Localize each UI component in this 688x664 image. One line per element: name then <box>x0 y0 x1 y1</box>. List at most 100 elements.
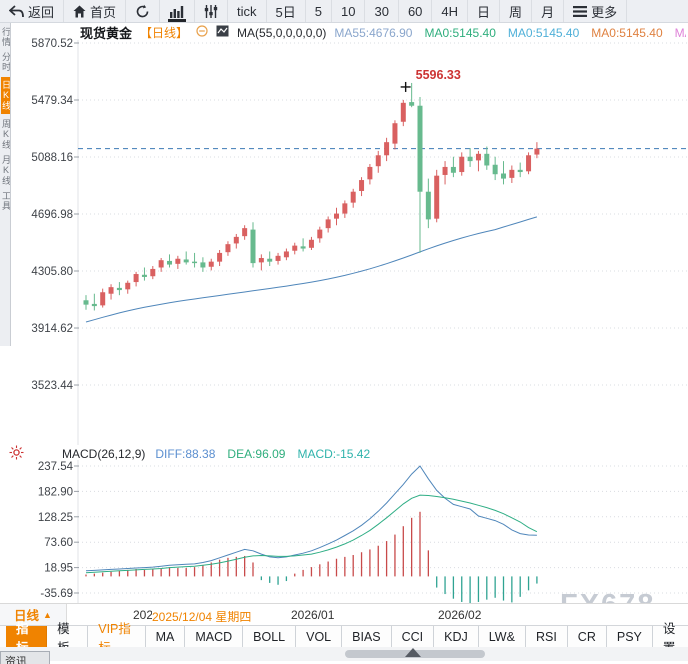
period-tag: 【日线】 <box>140 26 189 40</box>
candle <box>283 251 289 258</box>
tab-ma[interactable]: MA <box>145 626 186 648</box>
candle <box>375 155 381 167</box>
tab-rsi[interactable]: RSI <box>525 626 568 648</box>
toolbar-period-30-button[interactable]: 30 <box>365 0 399 22</box>
price-axis-label: 5479.34 <box>31 95 73 107</box>
candle <box>484 153 490 166</box>
toolbar-bar-chart-tool-icon[interactable] <box>160 0 196 22</box>
back-arrow-icon <box>9 4 24 18</box>
toolbar-period-5-button[interactable]: 5 <box>306 0 332 22</box>
x-axis-tick-label: 2026/02 <box>438 608 482 622</box>
toolbar-item-label: 5 <box>314 3 322 19</box>
candle <box>392 123 398 144</box>
tab-设置[interactable]: 设置 <box>652 622 688 655</box>
tab-cci[interactable]: CCI <box>391 626 435 648</box>
price-axis-label: 4305.80 <box>31 266 73 278</box>
toolbar-refresh-icon[interactable] <box>126 0 161 22</box>
toolbar-tick-button[interactable]: tick <box>228 0 267 22</box>
candle <box>141 274 147 277</box>
toolbar-item-label: 4H <box>441 3 459 19</box>
macd-axis-label: -35.69 <box>40 588 73 600</box>
candle <box>492 164 498 175</box>
high-price-annotation: 5596.33 <box>416 68 461 82</box>
macd-header: MACD(26,12,9) DIFF:88.38 DEA:96.09 MACD:-1… <box>62 447 682 461</box>
candle <box>425 191 431 220</box>
collapse-handle-icon[interactable] <box>405 648 421 657</box>
toolbar-item-label: tick <box>237 3 257 19</box>
tab-指标[interactable]: 指标 <box>6 622 48 655</box>
price-axis-label: 3523.44 <box>31 380 73 392</box>
tab-vip指标[interactable]: VIP指标 <box>88 622 146 655</box>
macd-value: DIFF:88.38 <box>155 447 216 461</box>
candle <box>242 228 248 237</box>
toolbar-item-label: 周 <box>509 4 523 20</box>
toolbar-period-5d-button[interactable]: 5日 <box>267 0 306 22</box>
toolbar-back-button[interactable]: 返回 <box>0 0 65 22</box>
tab-模板[interactable]: 模板 <box>47 622 89 655</box>
toolbar-period-60-button[interactable]: 60 <box>399 0 433 22</box>
main-price-chart[interactable]: 5870.52 5479.34 5088.16 4696.98 4305.80 3914.… <box>0 35 688 445</box>
candle <box>501 173 506 179</box>
tab-cr[interactable]: CR <box>567 626 607 648</box>
candle <box>384 142 390 156</box>
candle <box>258 258 264 263</box>
toolbar-item-label: 日 <box>477 4 491 20</box>
sidebar-fragment[interactable]: 周K线 <box>1 119 11 150</box>
candle <box>334 213 339 219</box>
toolbar-period-4h-button[interactable]: 4H <box>432 0 469 22</box>
candle <box>509 169 515 178</box>
toolbar-period-day-button[interactable]: 日 <box>468 0 501 22</box>
clipped-corner-button[interactable]: 资讯 <box>0 651 50 664</box>
tab-kdj[interactable]: KDJ <box>434 626 479 648</box>
tab-boll[interactable]: BOLL <box>243 626 297 648</box>
sidebar-fragment[interactable]: 日K线 <box>1 77 10 114</box>
toolbar-period-week-button[interactable]: 周 <box>500 0 533 22</box>
candle <box>300 246 306 249</box>
toolbar-home-button[interactable]: 首页 <box>64 0 127 22</box>
macd-formula: MACD(26,12,9) <box>62 447 146 461</box>
tab-bias[interactable]: BIAS <box>342 626 392 648</box>
menu-icon <box>573 5 588 17</box>
sidebar-fragment[interactable]: 月K线 <box>1 155 11 186</box>
toolbar-sliders-tool-icon[interactable] <box>195 0 229 22</box>
candle <box>225 244 231 253</box>
sidebar-fragment[interactable]: 分时 <box>1 52 11 72</box>
toolbar-item-label: 10 <box>341 3 356 19</box>
ma55-line <box>85 216 538 323</box>
tab-macd[interactable]: MACD <box>185 626 244 648</box>
price-axis-label: 5088.16 <box>31 152 73 164</box>
period-selector-label: 日线 <box>14 609 40 623</box>
indicator-tabs-row: 指标模板VIP指标MAMACDBOLLVOLBIASCCIKDJLW&RSICR… <box>0 622 688 655</box>
ma-value: MA0:5145.40 <box>591 25 663 40</box>
candle <box>200 262 206 268</box>
ma-formula: MA(55,0,0,0,0,0) <box>237 25 327 40</box>
mini-chart-icon[interactable] <box>216 25 229 40</box>
toolbar-item-label: 更多 <box>591 4 618 20</box>
chevron-up-icon: ▲ <box>43 609 52 620</box>
tab-lw[interactable]: LW& <box>478 626 526 648</box>
toolbar-period-month-button[interactable]: 月 <box>532 0 565 22</box>
toolbar-period-10-button[interactable]: 10 <box>332 0 366 22</box>
toolbar-item-label: 30 <box>374 3 389 19</box>
collapse-circle-icon[interactable] <box>196 25 208 40</box>
candle <box>400 102 406 122</box>
macd-indicator-chart[interactable]: 237.54 182.90 128.25 73.60 18.95 -35.69 <box>0 458 688 605</box>
candle <box>250 229 256 264</box>
candle <box>108 287 114 294</box>
top-toolbar: 返回 首页 tick 5日 5 10 30 60 4H 日 周 月 更多 <box>0 0 688 23</box>
sidebar-fragment[interactable]: 工具 <box>1 191 11 211</box>
ma-value: MA0:5145.40 <box>424 25 496 40</box>
candle <box>459 156 465 173</box>
macd-value: DEA:96.09 <box>227 447 286 461</box>
tab-vol[interactable]: VOL <box>296 626 343 648</box>
candle <box>517 169 523 173</box>
candle <box>100 292 106 306</box>
toolbar-more-button[interactable]: 更多 <box>564 0 628 22</box>
left-sidebar-strip: 行情分时日K线周K线月K线工具 <box>0 22 11 346</box>
symbol-name: 现货黄金 <box>80 26 133 40</box>
indicator-settings-sun-icon[interactable] <box>9 445 24 465</box>
period-selector[interactable]: 日线 ▲ <box>0 604 67 625</box>
tab-psy[interactable]: PSY <box>606 626 653 648</box>
sidebar-fragment[interactable]: 行情 <box>1 27 11 47</box>
dea-line <box>85 494 538 574</box>
